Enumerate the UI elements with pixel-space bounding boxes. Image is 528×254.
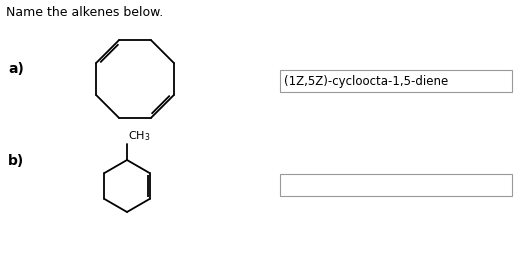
Text: CH$_3$: CH$_3$ [128,129,150,143]
FancyBboxPatch shape [280,70,512,92]
FancyBboxPatch shape [280,174,512,196]
Text: Name the alkenes below.: Name the alkenes below. [6,6,163,19]
Text: b): b) [8,154,24,168]
Text: (1Z,5Z)-cycloocta-1,5-diene: (1Z,5Z)-cycloocta-1,5-diene [284,74,448,87]
Text: a): a) [8,62,24,76]
